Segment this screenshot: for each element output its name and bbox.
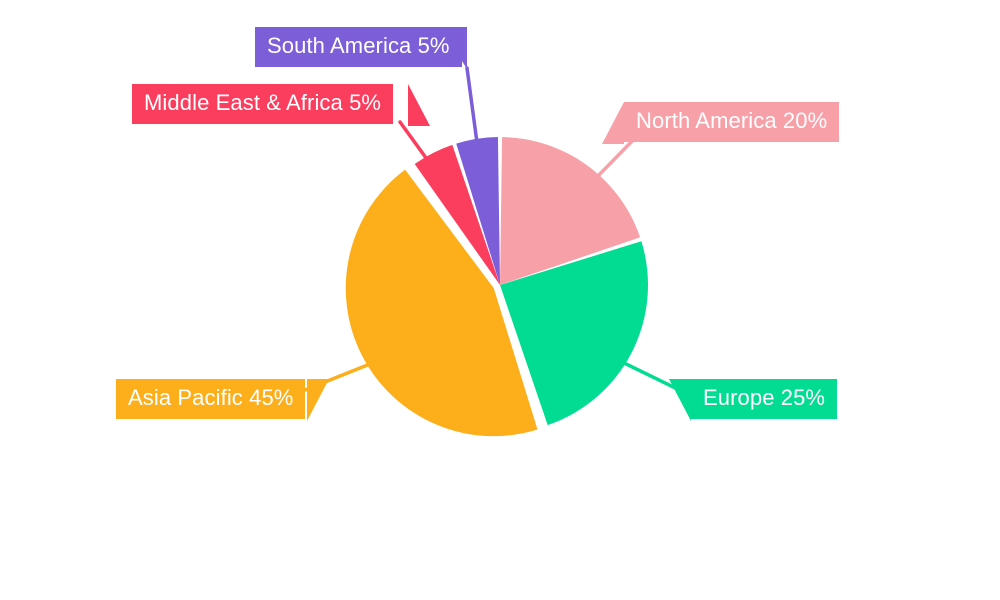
pie-slices (345, 137, 648, 437)
slice-label-text: Middle East & Africa 5% (144, 90, 382, 115)
slice-label-south-america[interactable]: South America 5% (255, 27, 462, 67)
slice-label-asia-pacific[interactable]: Asia Pacific 45% (116, 379, 306, 419)
slice-label-north-america[interactable]: North America 20% (624, 102, 840, 142)
pie-slice-south-america[interactable] (456, 137, 500, 285)
pie-slice-asia-pacific[interactable] (345, 169, 538, 437)
pointer-tail-middle-east-africa (408, 84, 430, 126)
pointer-tail-asia-pacific (307, 379, 329, 421)
slice-label-text: Europe 25% (703, 385, 826, 410)
pointer-tail-north-america (602, 102, 624, 144)
slice-label-middle-east-africa[interactable]: Middle East & Africa 5% (132, 84, 394, 124)
pie-slice-middle-east-africa[interactable] (414, 144, 500, 285)
pie-slice-north-america[interactable] (500, 137, 641, 285)
slice-label-text: Asia Pacific 45% (128, 385, 294, 410)
pointer-tail-europe (669, 379, 691, 421)
pie-slice-europe[interactable] (500, 241, 648, 426)
slice-label-europe[interactable]: Europe 25% (691, 379, 838, 419)
slice-label-text: South America 5% (267, 33, 450, 58)
slice-label-text: North America 20% (636, 108, 828, 133)
